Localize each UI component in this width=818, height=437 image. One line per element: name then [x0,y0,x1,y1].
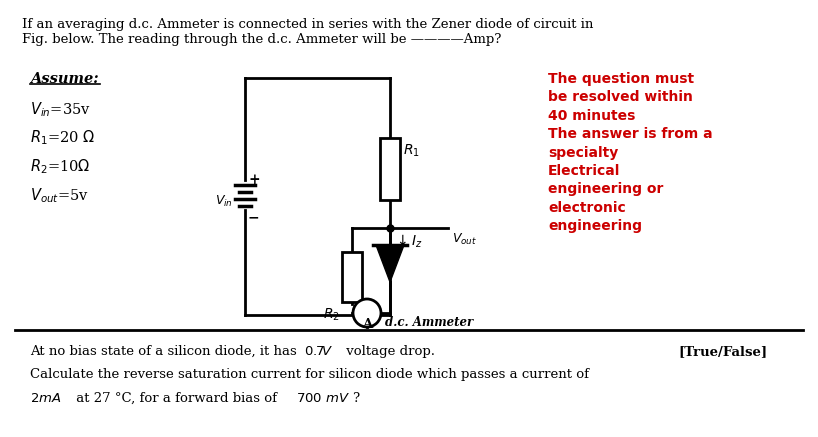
Text: $R_1$=20 $\Omega$: $R_1$=20 $\Omega$ [30,128,95,147]
Text: d.c. Ammeter: d.c. Ammeter [385,316,474,329]
Text: +: + [248,173,259,187]
Bar [342,252,362,302]
Text: At no bias state of a silicon diode, it has: At no bias state of a silicon diode, it … [30,345,301,358]
Text: $V_{out}$: $V_{out}$ [452,232,477,247]
Text: $R_2$: $R_2$ [323,307,340,323]
Text: ?: ? [352,392,359,405]
Text: −: − [248,210,259,224]
Polygon shape [376,245,404,282]
Text: The question must
be resolved within
40 minutes
The answer is from a
specialty
E: The question must be resolved within 40 … [548,72,712,233]
Text: If an averaging d.c. Ammeter is connected in series with the Zener diode of circ: If an averaging d.c. Ammeter is connecte… [22,18,593,46]
Text: $\mathbf{\mathit{0.7V}}$: $\mathbf{\mathit{0.7V}}$ [304,345,334,358]
Text: $V_{in}$: $V_{in}$ [215,194,233,209]
Text: $V_{in}$=35v: $V_{in}$=35v [30,100,91,119]
Text: A: A [362,318,372,331]
Circle shape [353,299,381,327]
Text: $R_1$: $R_1$ [403,143,420,160]
Bar [380,138,400,200]
Text: Assume:: Assume: [30,72,99,86]
Text: $\mathbf{\mathit{2mA}}$: $\mathbf{\mathit{2mA}}$ [30,392,61,405]
Text: $V_{out}$=5v: $V_{out}$=5v [30,186,89,205]
Text: $\downarrow I_z$: $\downarrow I_z$ [394,233,422,250]
Text: $\mathbf{\mathit{700}}$ $\mathbf{\mathit{mV}}$: $\mathbf{\mathit{700}}$ $\mathbf{\mathit… [296,392,350,405]
Text: $R_2$=10$\Omega$: $R_2$=10$\Omega$ [30,157,91,176]
Text: voltage drop.: voltage drop. [342,345,435,358]
Text: Calculate the reverse saturation current for silicon diode which passes a curren: Calculate the reverse saturation current… [30,368,589,381]
Text: at 27 °C, for a forward bias of: at 27 °C, for a forward bias of [72,392,281,405]
Text: [True/False]: [True/False] [678,345,767,358]
